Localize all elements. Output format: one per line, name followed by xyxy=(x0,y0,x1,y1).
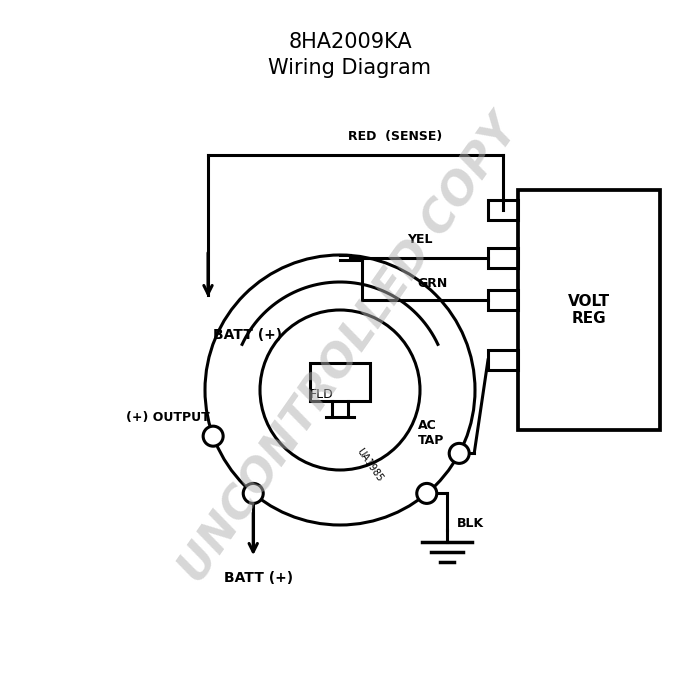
Circle shape xyxy=(243,484,263,503)
Circle shape xyxy=(449,443,469,463)
Text: VOLT
REG: VOLT REG xyxy=(568,294,610,326)
Text: UA1985: UA1985 xyxy=(355,447,385,484)
Text: RED  (SENSE): RED (SENSE) xyxy=(348,130,442,143)
Text: (+) OUTPUT: (+) OUTPUT xyxy=(126,411,210,424)
Circle shape xyxy=(203,426,223,446)
Text: 8HA2009KA: 8HA2009KA xyxy=(288,32,412,52)
Text: BLK: BLK xyxy=(457,517,484,530)
Text: GRN: GRN xyxy=(418,277,448,290)
Bar xyxy=(310,363,370,401)
Circle shape xyxy=(416,484,437,503)
Text: Wiring Diagram: Wiring Diagram xyxy=(269,58,431,78)
Bar xyxy=(488,350,518,370)
Text: UNCONTROLLED COPY: UNCONTROLLED COPY xyxy=(172,109,528,591)
Text: YEL: YEL xyxy=(407,233,433,246)
Text: BATT (+): BATT (+) xyxy=(213,328,282,342)
Bar xyxy=(488,248,518,268)
Bar xyxy=(518,190,660,430)
Text: FLD: FLD xyxy=(310,389,334,402)
Bar xyxy=(488,200,518,220)
Bar xyxy=(488,290,518,310)
Text: AC
TAP: AC TAP xyxy=(418,419,444,447)
Text: BATT (+): BATT (+) xyxy=(224,571,293,585)
